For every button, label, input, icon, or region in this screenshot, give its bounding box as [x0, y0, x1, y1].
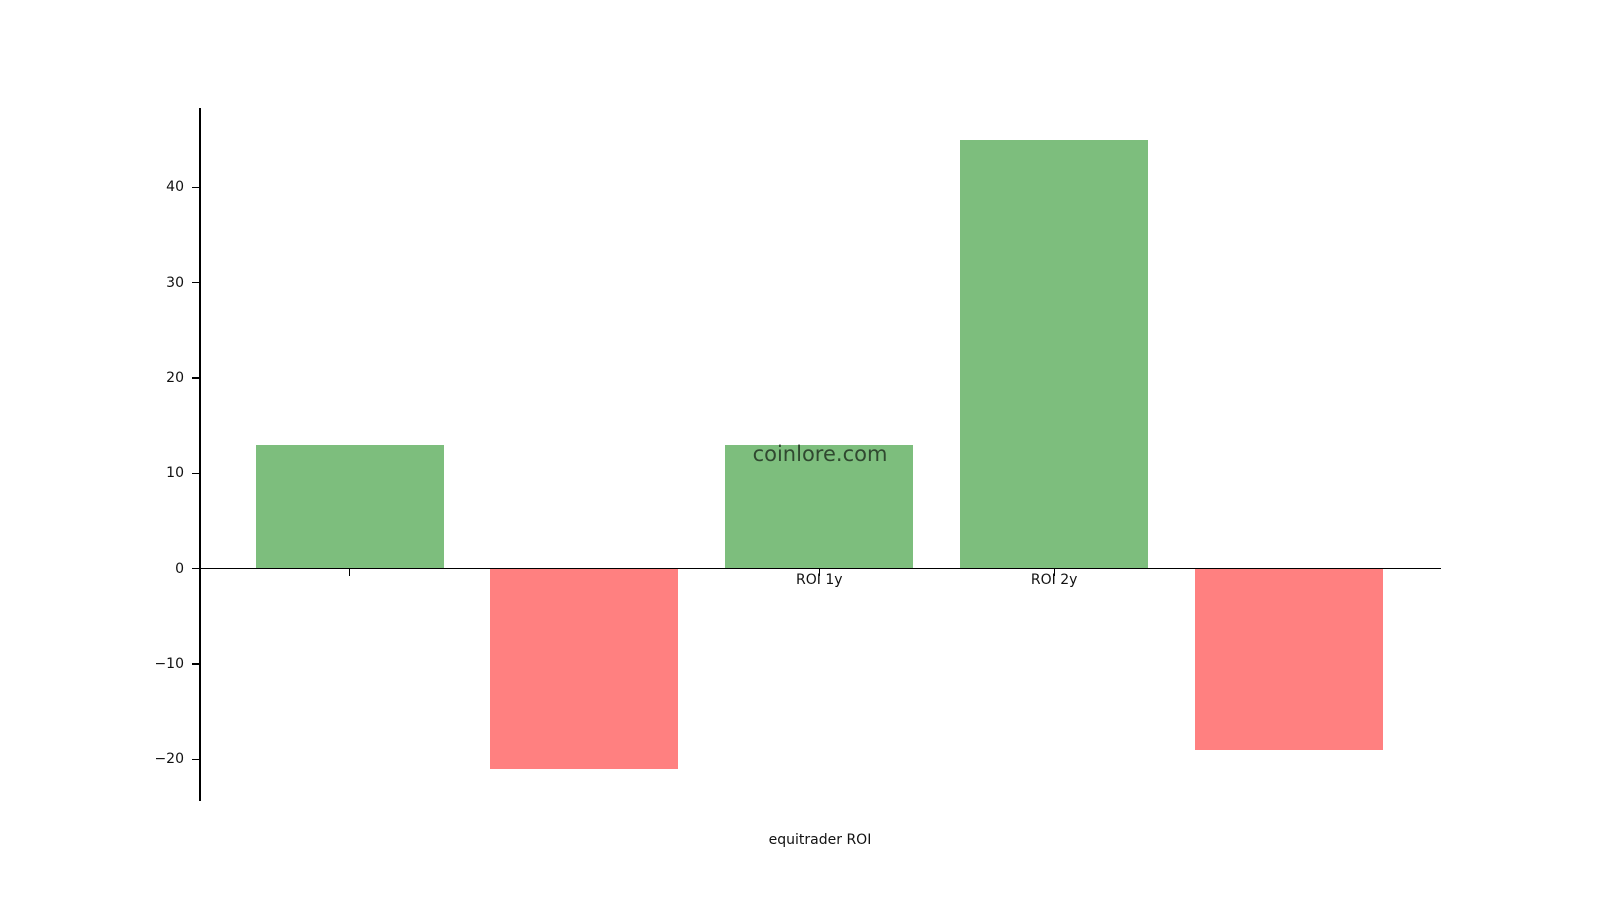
- bar: [725, 444, 914, 569]
- bar: [960, 139, 1149, 569]
- bar: [1195, 568, 1384, 750]
- y-tick: [192, 377, 200, 379]
- x-axis-zero-line: [199, 567, 1441, 570]
- y-axis-spine: [199, 108, 201, 801]
- x-tick-label: ROI 1y: [796, 572, 843, 588]
- y-tick: [192, 568, 200, 570]
- y-tick: [192, 758, 200, 760]
- x-tick: [1053, 568, 1055, 577]
- x-tick-label: ROI 2y: [1030, 572, 1078, 588]
- y-tick: [192, 282, 200, 284]
- y-tick-label: 20: [166, 369, 184, 386]
- y-tick-label: −20: [154, 751, 184, 768]
- y-tick: [192, 186, 200, 188]
- y-tick-label: 40: [166, 179, 184, 196]
- y-tick-label: 30: [166, 274, 184, 291]
- x-tick: [818, 568, 820, 577]
- x-tick: [348, 568, 351, 577]
- watermark-text: coinlore.com: [752, 442, 888, 466]
- y-tick-label: 10: [166, 465, 184, 482]
- y-tick-label: −10: [154, 655, 184, 672]
- y-tick-label: 0: [175, 560, 184, 577]
- bar: [255, 444, 444, 569]
- bar: [490, 568, 679, 769]
- x-axis-title: equitrader ROI: [768, 832, 872, 848]
- y-tick: [192, 663, 200, 665]
- y-tick: [192, 472, 200, 474]
